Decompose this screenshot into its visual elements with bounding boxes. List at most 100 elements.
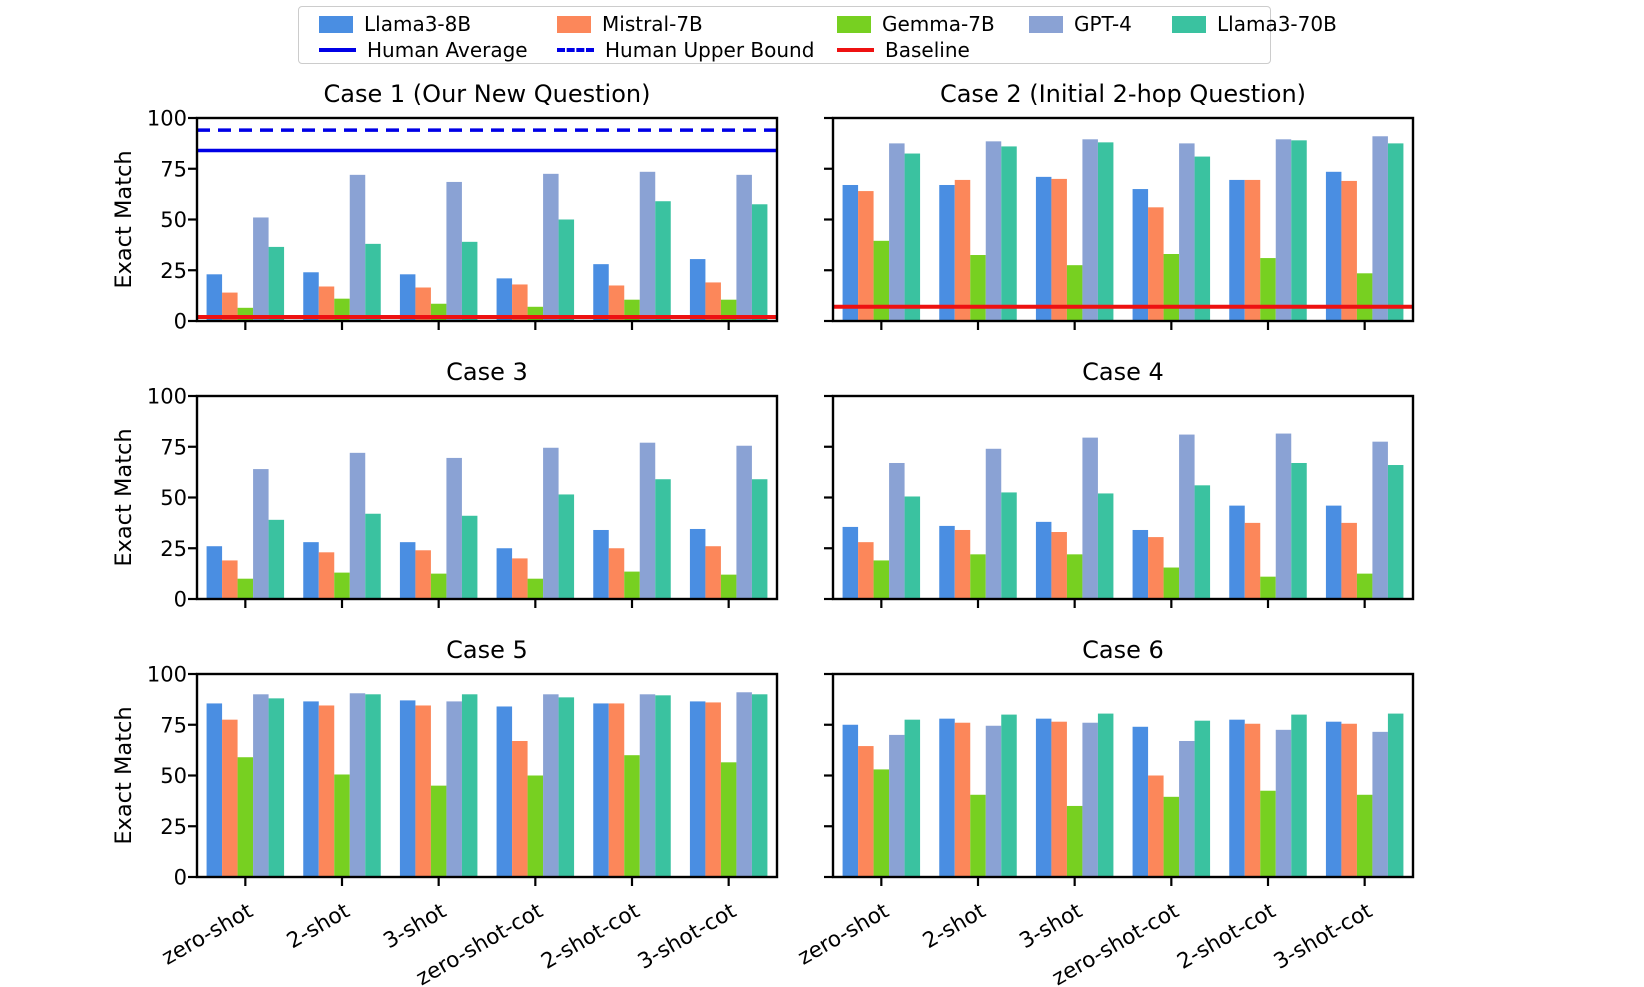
bar-gpt-4	[889, 462, 905, 599]
bar-llama3-70b	[904, 153, 921, 321]
y-tick-label: 75	[160, 435, 187, 459]
bar-mistral-7b	[705, 702, 721, 877]
legend-label: GPT-4	[1074, 12, 1132, 36]
bar-gpt-4	[349, 452, 366, 599]
y-tick-label: 100	[147, 663, 187, 687]
bar-gpt-4	[736, 174, 752, 321]
bar-mistral-7b	[1148, 537, 1164, 599]
bar-gemma-7b	[430, 785, 447, 877]
bar-gpt-4	[736, 692, 752, 877]
bar-gpt-4	[446, 181, 462, 321]
bar-gpt-4	[1179, 434, 1195, 599]
bar-gemma-7b	[624, 755, 640, 877]
bar-mistral-7b	[705, 282, 721, 321]
bar-gpt-4	[1275, 433, 1292, 599]
bar-mistral-7b	[1341, 180, 1357, 321]
bar-gemma-7b	[970, 255, 986, 321]
bar-llama3-70b	[904, 496, 921, 599]
bar-gemma-7b	[873, 560, 890, 599]
bar-llama3-70b	[1291, 140, 1307, 321]
bar-llama3-70b	[1291, 462, 1307, 599]
bar-gpt-4	[1372, 136, 1388, 321]
bar-llama3-8b	[689, 701, 706, 877]
bar-gemma-7b	[720, 762, 737, 877]
bar-mistral-7b	[415, 287, 431, 321]
llama3-70b-color-swatch-icon	[1172, 15, 1206, 33]
y-tick-label: 25	[160, 815, 187, 839]
bar-gemma-7b	[1066, 554, 1083, 599]
bar-llama3-8b	[593, 264, 609, 321]
bar-llama3-8b	[842, 526, 859, 599]
bar-gemma-7b	[237, 578, 254, 599]
bar-llama3-70b	[655, 201, 671, 321]
bar-llama3-8b	[496, 548, 513, 599]
bar-mistral-7b	[1148, 775, 1164, 877]
human-average-line-icon	[319, 48, 356, 52]
y-tick-label: 75	[160, 713, 187, 737]
bar-llama3-70b	[1291, 714, 1307, 877]
bar-llama3-8b	[206, 546, 223, 599]
bar-mistral-7b	[318, 705, 335, 877]
bar-gemma-7b	[1163, 254, 1180, 321]
bar-llama3-70b	[1001, 146, 1017, 321]
bar-llama3-8b	[939, 718, 955, 877]
bar-mistral-7b	[1051, 721, 1067, 877]
bar-gemma-7b	[1066, 265, 1083, 321]
bar-llama3-70b	[1194, 720, 1211, 877]
bar-llama3-8b	[496, 706, 513, 877]
bar-llama3-8b	[303, 701, 319, 877]
legend-entry-gemma-7b: Gemma-7B	[837, 12, 1029, 36]
subplot-title: Case 4	[1082, 358, 1164, 386]
bar-gemma-7b	[1356, 794, 1373, 877]
bar-mistral-7b	[858, 542, 874, 599]
bar-llama3-8b	[303, 542, 319, 599]
legend-label: Mistral-7B	[602, 12, 703, 36]
bar-gpt-4	[985, 141, 1002, 321]
x-tick-label: 3-shot-cot	[634, 899, 741, 975]
subplot-case-2-initial-2-hop-question-: Case 2 (Initial 2-hop Question)	[824, 80, 1415, 330]
bar-llama3-8b	[399, 700, 416, 877]
bar-gpt-4	[349, 174, 366, 321]
bar-llama3-70b	[268, 698, 285, 877]
bar-mistral-7b	[1341, 522, 1357, 600]
bar-llama3-8b	[206, 274, 223, 321]
bar-llama3-8b	[1325, 171, 1342, 321]
bar-mistral-7b	[222, 292, 238, 321]
bar-mistral-7b	[858, 191, 874, 321]
bar-gpt-4	[639, 442, 656, 599]
bar-gemma-7b	[527, 775, 544, 877]
bar-llama3-70b	[461, 515, 478, 599]
bar-gpt-4	[889, 143, 905, 322]
gpt-4-color-swatch-icon	[1029, 15, 1063, 33]
bar-llama3-8b	[1035, 521, 1052, 599]
bar-llama3-70b	[751, 204, 768, 321]
bar-mistral-7b	[222, 719, 238, 877]
x-tick-label: 3-shot-cot	[1270, 899, 1377, 975]
bar-gpt-4	[543, 694, 559, 877]
bar-llama3-70b	[1387, 713, 1404, 877]
legend-entry-human-average: Human Average	[319, 38, 557, 62]
bar-mistral-7b	[512, 740, 528, 877]
bar-gemma-7b	[720, 574, 737, 599]
bar-llama3-70b	[1387, 465, 1404, 599]
y-axis-label: Exact Match	[111, 706, 137, 844]
bar-llama3-70b	[365, 243, 381, 321]
bar-mistral-7b	[954, 179, 971, 321]
bar-llama3-8b	[399, 542, 416, 599]
bar-gpt-4	[253, 217, 269, 321]
legend-entry-human-upper-bound: Human Upper Bound	[557, 38, 837, 62]
bar-gpt-4	[639, 694, 656, 877]
legend-entry-llama3-70b: Llama3-70B	[1172, 12, 1337, 36]
bar-llama3-70b	[1194, 485, 1211, 599]
bar-llama3-8b	[1132, 189, 1149, 321]
y-tick-label: 50	[160, 486, 187, 510]
bar-gemma-7b	[1260, 258, 1276, 321]
baseline-line-icon	[837, 48, 874, 52]
bar-gpt-4	[1082, 437, 1098, 599]
bar-gpt-4	[736, 445, 752, 599]
gemma-7b-color-swatch-icon	[837, 15, 871, 33]
bar-llama3-8b	[1229, 505, 1245, 599]
y-tick-label: 100	[147, 107, 187, 131]
llama3-8b-color-swatch-icon	[319, 15, 353, 33]
bar-llama3-8b	[842, 724, 859, 877]
